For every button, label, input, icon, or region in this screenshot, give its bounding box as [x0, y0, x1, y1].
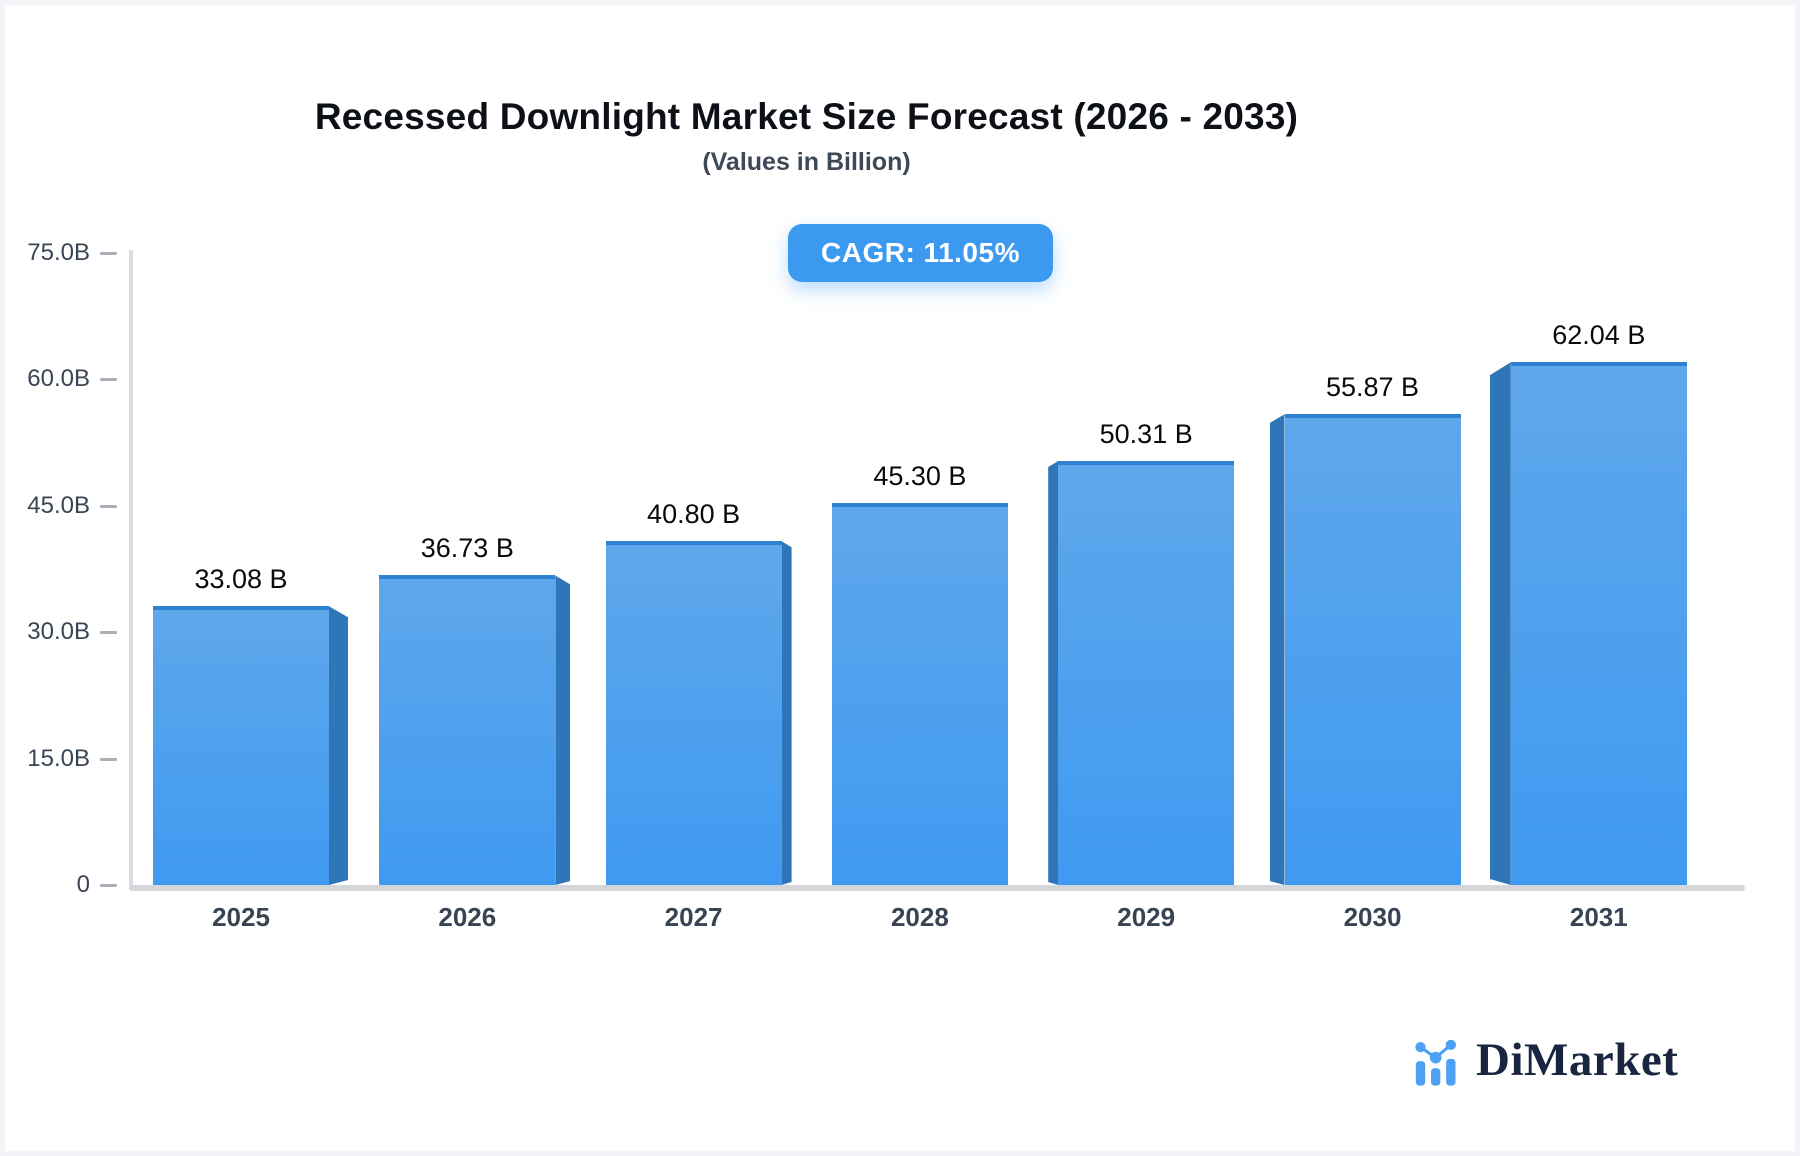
bar-2027[interactable]: [605, 541, 782, 885]
bar-side-face-2030: [1270, 414, 1285, 885]
brand-name: DiMarket: [1476, 1033, 1679, 1086]
bar-value-label: 50.31 B: [1099, 419, 1193, 450]
bar-2030[interactable]: [1284, 414, 1461, 885]
x-axis-label: 2025: [212, 902, 270, 932]
bar-value-label: 36.73 B: [420, 533, 514, 564]
x-axis-label: 2026: [438, 902, 497, 932]
x-axis-label: 2027: [664, 902, 723, 932]
chart-subtitle: (Values in Billion): [702, 148, 911, 176]
bar-value-label: 55.87 B: [1325, 372, 1420, 403]
y-axis-tick-mark: [100, 631, 117, 635]
y-axis-tick-label: 30.0B: [27, 618, 90, 646]
x-axis-label: 2028: [890, 902, 949, 932]
y-axis-tick-label: 60.0B: [27, 365, 90, 393]
y-axis-tick-label: 75.0B: [27, 239, 90, 266]
y-axis-tick-label: 0: [76, 871, 90, 898]
bar-value-label: 40.80 B: [647, 499, 741, 530]
chart-title: Recessed Downlight Market Size Forecast …: [314, 96, 1299, 137]
y-axis-tick-mark: [100, 252, 117, 255]
bar-2029[interactable]: [1058, 461, 1235, 885]
x-axis-baseline: [129, 885, 1745, 891]
bar-2025[interactable]: [153, 606, 329, 885]
brand-logo: DiMarket: [1412, 1032, 1678, 1088]
bar-chart-logo-icon: [1415, 1039, 1456, 1086]
y-axis-tick-label: 15.0B: [27, 744, 90, 772]
y-axis-tick-mark: [100, 504, 117, 508]
bar-value-label: 33.08 B: [194, 564, 288, 595]
bar-side-face-2029: [1048, 461, 1058, 885]
bar-side-face-2027: [782, 541, 792, 885]
y-axis-tick-mark: [100, 884, 117, 887]
bar-value-label: 45.30 B: [873, 461, 967, 492]
bar-2026[interactable]: [379, 575, 556, 885]
bar-2031[interactable]: [1510, 362, 1687, 885]
bar-2028[interactable]: [831, 503, 1008, 885]
y-axis-tick-mark: [100, 378, 117, 382]
bar-side-face-2031: [1490, 362, 1511, 885]
cagr-badge: CAGR: 11.05%: [788, 224, 1053, 282]
y-axis-line: [129, 250, 133, 888]
bar-side-face-2026: [555, 575, 570, 885]
bar-side-face-2025: [329, 606, 348, 885]
bar-value-label: 62.04 B: [1552, 320, 1646, 351]
x-axis-label: 2029: [1117, 902, 1176, 932]
x-axis-label: 2030: [1343, 902, 1402, 932]
y-axis-tick-mark: [100, 757, 117, 761]
y-axis-tick-label: 45.0B: [27, 491, 90, 519]
x-axis-label: 2031: [1569, 902, 1628, 932]
